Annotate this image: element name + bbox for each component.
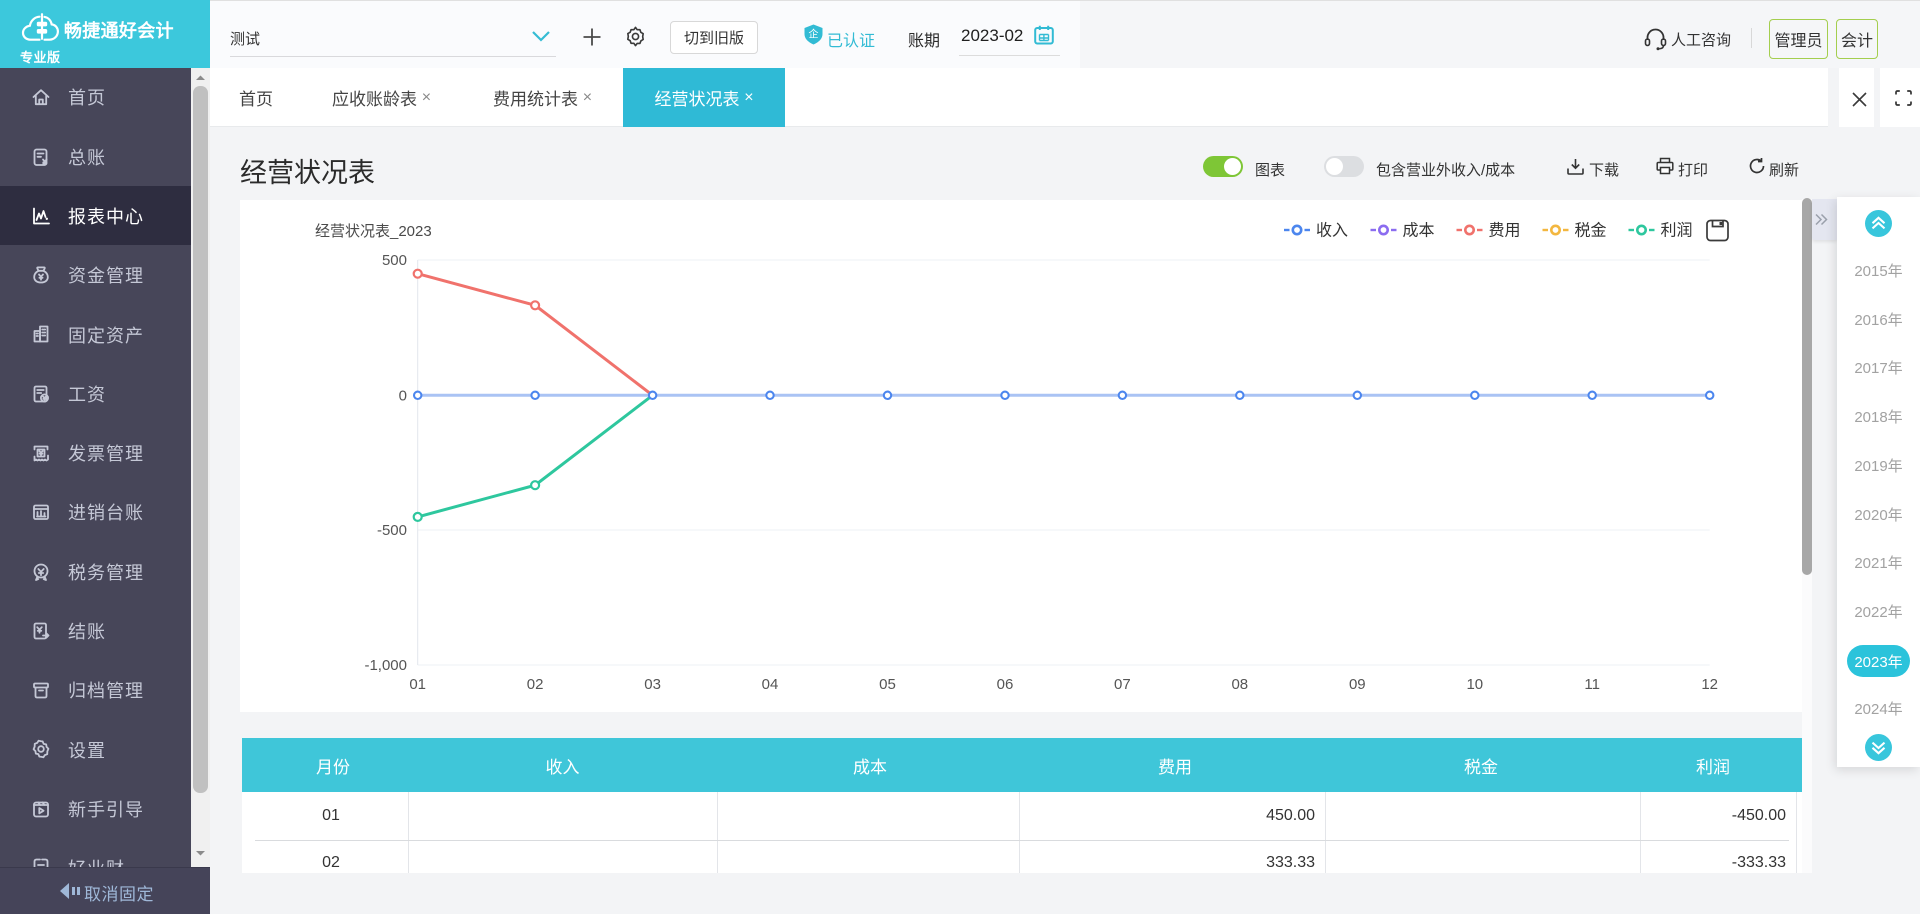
svg-text:10: 10	[1466, 676, 1483, 693]
svg-text:06: 06	[997, 676, 1014, 693]
svg-text:企: 企	[809, 28, 819, 41]
svg-text:04: 04	[762, 676, 779, 693]
svg-text:07: 07	[1114, 676, 1131, 693]
svg-text:0: 0	[399, 387, 407, 404]
svg-text:收入: 收入	[1316, 222, 1348, 240]
svg-text:费用: 费用	[1489, 222, 1521, 240]
svg-text:-500: -500	[377, 522, 407, 539]
svg-text:01: 01	[409, 676, 426, 693]
svg-text:利润: 利润	[1661, 222, 1693, 240]
svg-text:05: 05	[879, 676, 896, 693]
svg-text:税金: 税金	[1575, 222, 1607, 240]
svg-text:经营状况表_2023: 经营状况表_2023	[315, 223, 432, 240]
svg-text:02: 02	[527, 676, 544, 693]
svg-text:12: 12	[1701, 676, 1718, 693]
svg-text:09: 09	[1349, 676, 1366, 693]
svg-text:成本: 成本	[1403, 222, 1435, 240]
svg-text:500: 500	[382, 252, 407, 269]
svg-text:11: 11	[1584, 676, 1600, 693]
svg-text:08: 08	[1231, 676, 1248, 693]
svg-text:03: 03	[644, 676, 661, 693]
svg-text:-1,000: -1,000	[364, 657, 407, 674]
